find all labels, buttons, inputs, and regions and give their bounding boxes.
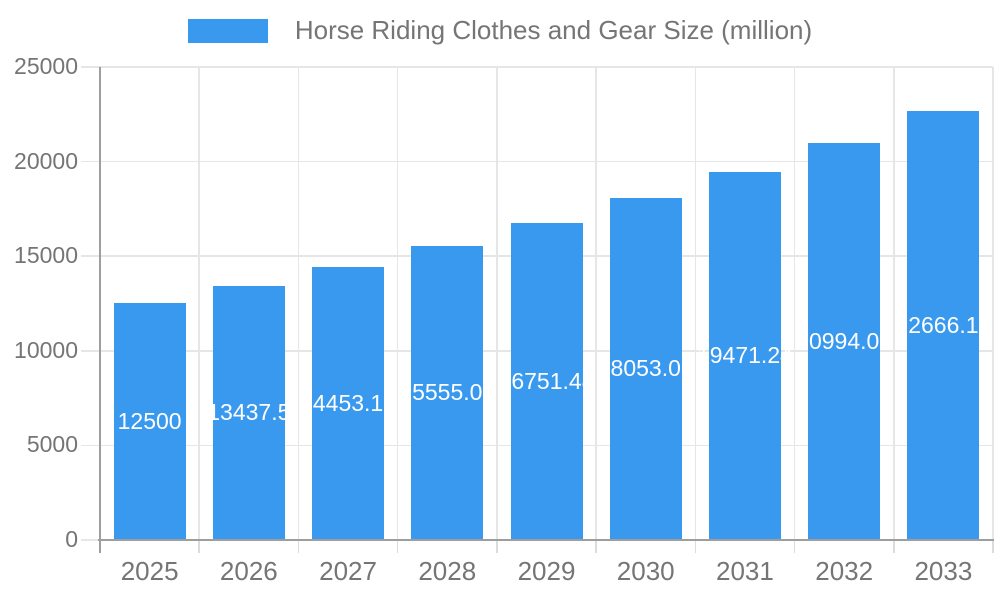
x-axis-tick bbox=[694, 541, 697, 553]
h-gridline bbox=[81, 160, 993, 163]
x-axis-line bbox=[98, 539, 994, 541]
v-gridline bbox=[793, 67, 796, 540]
legend[interactable]: Horse Riding Clothes and Gear Size (mill… bbox=[0, 15, 1000, 47]
y-axis-label: 5000 bbox=[26, 431, 78, 458]
x-axis-tick bbox=[793, 541, 796, 553]
bar-value-label: 20994.05 bbox=[796, 327, 893, 354]
bar-value-label: 15555.05 bbox=[399, 379, 496, 406]
y-axis-label: 10000 bbox=[14, 336, 78, 363]
v-gridline bbox=[694, 67, 697, 540]
v-gridline bbox=[198, 67, 200, 540]
h-gridline bbox=[81, 66, 993, 68]
v-gridline bbox=[992, 67, 994, 540]
x-axis-tick bbox=[297, 541, 300, 553]
bar[interactable]: 18053.07 bbox=[598, 198, 694, 540]
bar[interactable]: 12500 bbox=[113, 303, 186, 540]
y-axis-label: 20000 bbox=[14, 147, 78, 174]
bar[interactable]: 15555.05 bbox=[399, 246, 495, 540]
x-axis-tick bbox=[992, 541, 994, 553]
bar-value-label: 22666.15 bbox=[895, 311, 992, 338]
bar-value-label: 14453.12 bbox=[300, 389, 397, 416]
y-axis-tick bbox=[81, 539, 100, 541]
x-axis-tick bbox=[496, 541, 498, 553]
bar-value-label: 16751.48 bbox=[498, 367, 595, 394]
y-axis-line bbox=[99, 67, 101, 553]
x-axis-label: 2031 bbox=[716, 556, 774, 586]
bar[interactable]: 14453.12 bbox=[300, 267, 396, 540]
y-axis-label: 15000 bbox=[14, 242, 78, 269]
v-gridline bbox=[297, 67, 300, 540]
y-axis-label: 0 bbox=[65, 526, 78, 552]
x-axis-tick bbox=[396, 541, 399, 553]
x-axis-label: 2027 bbox=[319, 556, 377, 586]
x-axis-label: 2029 bbox=[517, 556, 576, 586]
y-axis-label: 25000 bbox=[14, 53, 78, 79]
v-gridline bbox=[496, 67, 498, 540]
bar-value-label: 12500 bbox=[117, 407, 182, 434]
bar-value-label: 13437.5 bbox=[207, 399, 291, 426]
x-axis-label: 2033 bbox=[914, 556, 973, 586]
legend-swatch[interactable] bbox=[187, 19, 268, 43]
x-axis-tick bbox=[198, 541, 200, 553]
bar[interactable]: 16751.48 bbox=[499, 223, 594, 540]
bar-value-label: 18053.07 bbox=[597, 355, 694, 382]
x-axis-label: 2025 bbox=[120, 556, 179, 586]
v-gridline bbox=[595, 67, 597, 540]
x-axis-tick bbox=[893, 541, 895, 553]
x-axis-label: 2030 bbox=[616, 556, 675, 586]
bar[interactable]: 13437.5 bbox=[207, 286, 290, 540]
v-gridline bbox=[893, 67, 895, 540]
x-axis-label: 2026 bbox=[219, 556, 278, 586]
bar[interactable]: 20994.05 bbox=[796, 143, 892, 540]
bar-value-label: 19471.24 bbox=[696, 342, 793, 369]
x-axis-tick bbox=[595, 541, 597, 553]
bar[interactable]: 19471.24 bbox=[697, 172, 793, 540]
x-axis-label: 2032 bbox=[815, 556, 874, 586]
v-gridline bbox=[396, 67, 399, 540]
legend-label: Horse Riding Clothes and Gear Size (mill… bbox=[294, 15, 813, 46]
bar[interactable]: 22666.15 bbox=[895, 111, 991, 540]
x-axis-label: 2028 bbox=[418, 556, 477, 586]
